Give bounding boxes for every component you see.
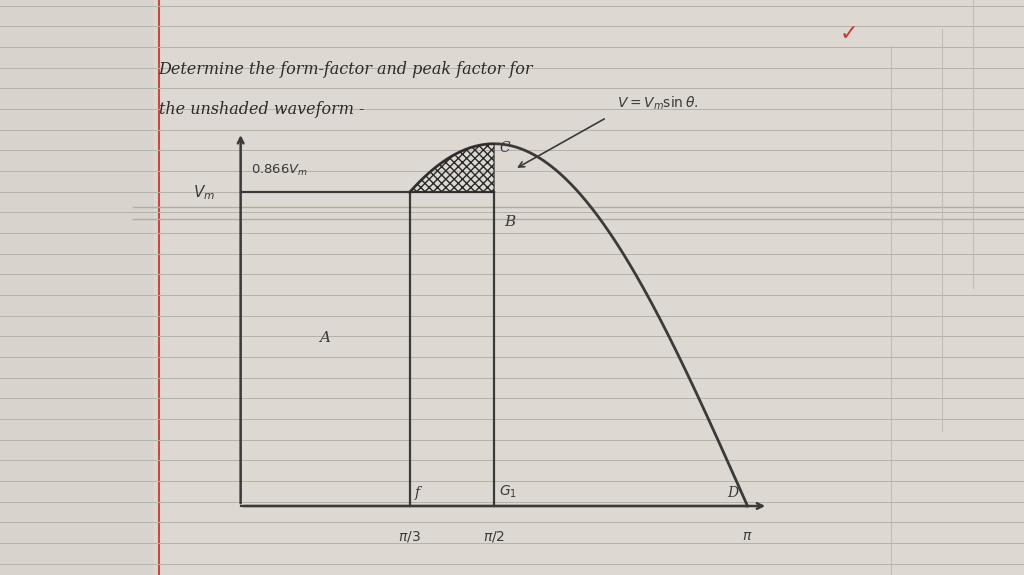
Text: $\pi$: $\pi$	[742, 529, 753, 543]
Bar	[133, 0, 1024, 575]
Text: the unshaded waveform -: the unshaded waveform -	[159, 101, 365, 118]
Text: B: B	[504, 215, 515, 229]
Text: C: C	[500, 141, 510, 155]
Text: $0.866V_m$: $0.866V_m$	[251, 163, 308, 178]
Text: Determine the form-factor and peak factor for: Determine the form-factor and peak facto…	[159, 60, 534, 78]
Text: $\pi/3$: $\pi/3$	[398, 529, 421, 544]
Text: $G_1$: $G_1$	[500, 484, 517, 500]
Text: D: D	[727, 486, 738, 500]
Text: f: f	[415, 486, 420, 500]
Text: ✓: ✓	[840, 24, 858, 44]
Bar	[0, 0, 154, 575]
Text: A: A	[319, 331, 331, 344]
Text: $\pi/2$: $\pi/2$	[483, 529, 505, 544]
Text: $V=V_m\sin\theta.$: $V=V_m\sin\theta.$	[616, 94, 698, 112]
Text: $V_m$: $V_m$	[193, 183, 215, 202]
